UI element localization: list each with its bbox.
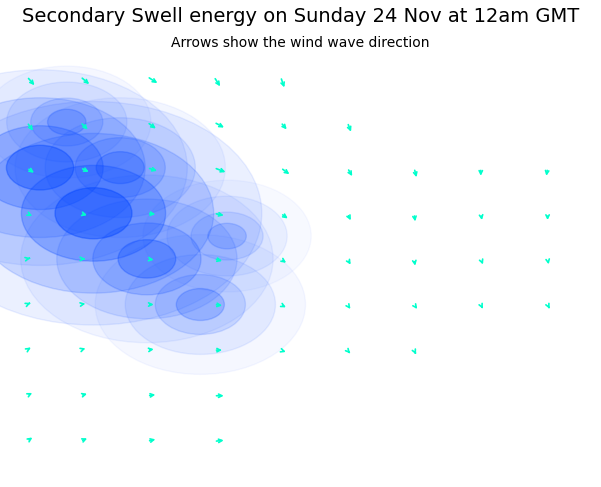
Ellipse shape (7, 145, 74, 190)
Ellipse shape (93, 223, 201, 295)
Ellipse shape (22, 166, 166, 261)
Ellipse shape (208, 224, 246, 249)
Ellipse shape (75, 138, 165, 198)
Ellipse shape (56, 199, 237, 319)
Text: Secondary Swell energy on Sunday 24 Nov at 12am GMT: Secondary Swell energy on Sunday 24 Nov … (22, 6, 579, 26)
Ellipse shape (55, 187, 132, 239)
Ellipse shape (0, 98, 145, 238)
Ellipse shape (96, 151, 144, 184)
Ellipse shape (45, 118, 195, 218)
Ellipse shape (31, 98, 103, 146)
Ellipse shape (125, 255, 275, 355)
Ellipse shape (7, 82, 127, 162)
Ellipse shape (20, 175, 273, 343)
Ellipse shape (191, 212, 263, 260)
Text: Arrows show the wind wave direction: Arrows show the wind wave direction (171, 36, 430, 50)
Ellipse shape (176, 288, 224, 320)
Ellipse shape (47, 109, 86, 135)
Ellipse shape (155, 275, 245, 335)
Ellipse shape (0, 101, 262, 325)
Ellipse shape (167, 196, 287, 276)
Ellipse shape (0, 133, 214, 293)
Ellipse shape (118, 240, 175, 278)
Ellipse shape (0, 126, 103, 209)
Ellipse shape (0, 70, 188, 265)
